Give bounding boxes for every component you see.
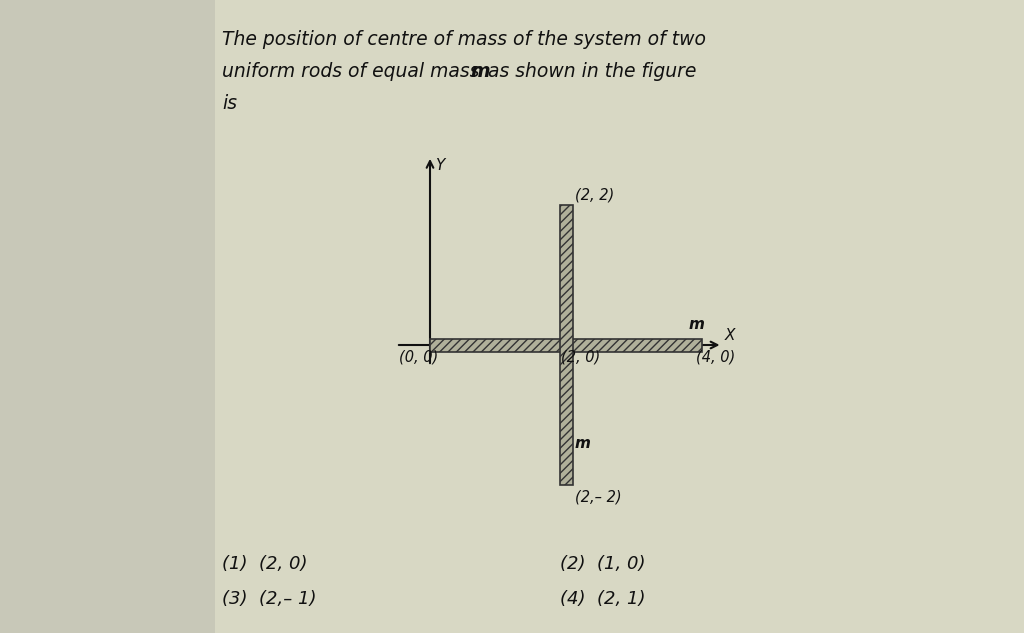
Text: (4, 0): (4, 0) (696, 349, 735, 364)
Text: Y: Y (435, 158, 444, 173)
Text: as shown in the figure: as shown in the figure (482, 62, 696, 81)
Text: (0, 0): (0, 0) (399, 349, 438, 364)
Text: (1)  (2, 0): (1) (2, 0) (222, 555, 307, 573)
Text: uniform rods of equal mass: uniform rods of equal mass (222, 62, 485, 81)
Text: m: m (470, 62, 489, 81)
Text: The position of centre of mass of the system of two: The position of centre of mass of the sy… (222, 30, 706, 49)
Text: m: m (575, 436, 591, 451)
Text: X: X (724, 328, 735, 343)
Text: (4)  (2, 1): (4) (2, 1) (560, 590, 645, 608)
Text: (2, 0): (2, 0) (561, 349, 600, 364)
Bar (0, 0, 215, 633)
Text: (2)  (1, 0): (2) (1, 0) (560, 555, 645, 573)
Text: (3)  (2,– 1): (3) (2,– 1) (222, 590, 316, 608)
Text: (2, 2): (2, 2) (575, 188, 614, 203)
Text: m: m (688, 317, 705, 332)
Bar (215, 0, 1024, 633)
Bar (559, 205, 572, 485)
Text: is: is (222, 94, 237, 113)
Bar (430, 339, 702, 351)
Text: (2,– 2): (2,– 2) (575, 489, 622, 504)
